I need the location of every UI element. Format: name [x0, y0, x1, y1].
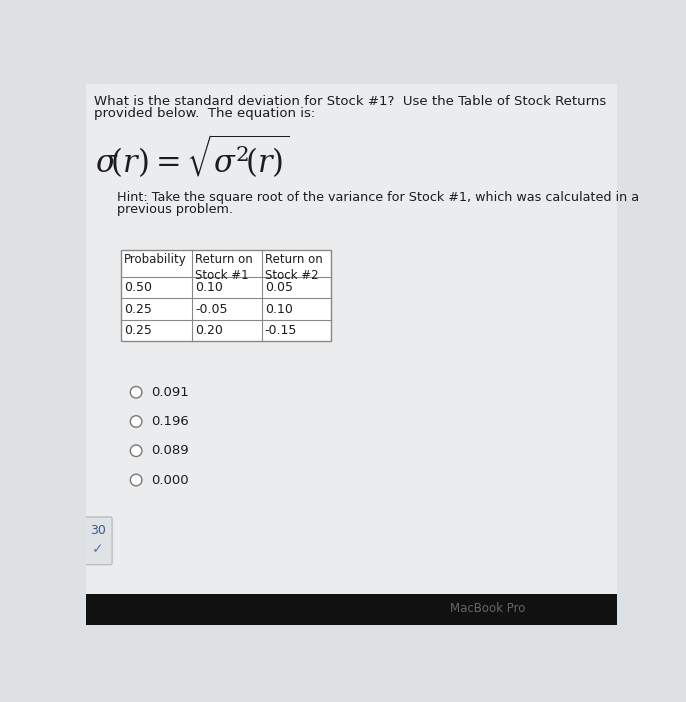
- Text: Probability: Probability: [123, 253, 187, 266]
- Text: $\sigma\!\left(r\right) = \sqrt{\sigma^{2}\!\left(r\right)}$: $\sigma\!\left(r\right) = \sqrt{\sigma^{…: [95, 132, 289, 180]
- Text: 0.50: 0.50: [123, 281, 152, 294]
- Text: 30: 30: [91, 524, 106, 537]
- Text: 0.20: 0.20: [195, 324, 223, 337]
- Text: ✓: ✓: [93, 543, 104, 556]
- Circle shape: [130, 475, 142, 486]
- Text: 0.091: 0.091: [151, 385, 189, 399]
- Text: Hint: Take the square root of the variance for Stock #1, which was calculated in: Hint: Take the square root of the varian…: [117, 190, 639, 204]
- Text: Return on
Stock #1: Return on Stock #1: [195, 253, 252, 282]
- Text: What is the standard deviation for Stock #1?  Use the Table of Stock Returns: What is the standard deviation for Stock…: [93, 95, 606, 108]
- Text: 0.196: 0.196: [151, 415, 189, 428]
- FancyBboxPatch shape: [84, 517, 112, 564]
- Text: -0.15: -0.15: [265, 324, 297, 337]
- Text: -0.05: -0.05: [195, 303, 228, 316]
- Circle shape: [130, 416, 142, 428]
- Text: 0.05: 0.05: [265, 281, 293, 294]
- Text: Return on
Stock #2: Return on Stock #2: [265, 253, 322, 282]
- Text: 0.089: 0.089: [151, 444, 189, 457]
- Text: previous problem.: previous problem.: [117, 203, 233, 216]
- Text: 0.25: 0.25: [123, 324, 152, 337]
- Text: provided below.  The equation is:: provided below. The equation is:: [93, 107, 315, 120]
- Text: 0.25: 0.25: [123, 303, 152, 316]
- Text: 0.10: 0.10: [265, 303, 293, 316]
- Text: 0.10: 0.10: [195, 281, 223, 294]
- Bar: [86, 594, 617, 625]
- Circle shape: [130, 445, 142, 456]
- Text: 0.000: 0.000: [151, 474, 189, 486]
- Bar: [121, 250, 331, 341]
- Circle shape: [130, 387, 142, 398]
- Text: MacBook Pro: MacBook Pro: [450, 602, 525, 615]
- FancyBboxPatch shape: [86, 84, 617, 600]
